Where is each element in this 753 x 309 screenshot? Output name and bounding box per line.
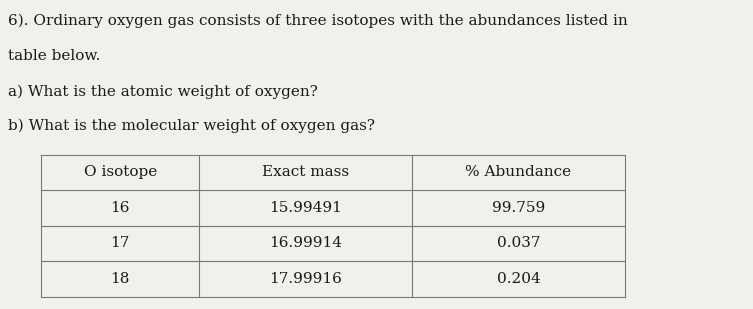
Text: table below.: table below. (8, 49, 100, 63)
Text: O isotope: O isotope (84, 165, 157, 179)
Text: 16: 16 (111, 201, 130, 215)
Text: b) What is the molecular weight of oxygen gas?: b) What is the molecular weight of oxyge… (8, 119, 374, 133)
Text: a) What is the atomic weight of oxygen?: a) What is the atomic weight of oxygen? (8, 85, 318, 99)
Text: 99.759: 99.759 (492, 201, 545, 215)
Text: 17: 17 (111, 236, 130, 250)
Text: 17.99916: 17.99916 (269, 272, 342, 286)
Text: 16.99914: 16.99914 (269, 236, 342, 250)
Text: 15.99491: 15.99491 (269, 201, 342, 215)
Text: 6). Ordinary oxygen gas consists of three isotopes with the abundances listed in: 6). Ordinary oxygen gas consists of thre… (8, 14, 627, 28)
Text: % Abundance: % Abundance (465, 165, 572, 179)
Text: 0.204: 0.204 (497, 272, 541, 286)
Text: Exact mass: Exact mass (262, 165, 349, 179)
Text: 18: 18 (111, 272, 130, 286)
Text: 0.037: 0.037 (497, 236, 540, 250)
